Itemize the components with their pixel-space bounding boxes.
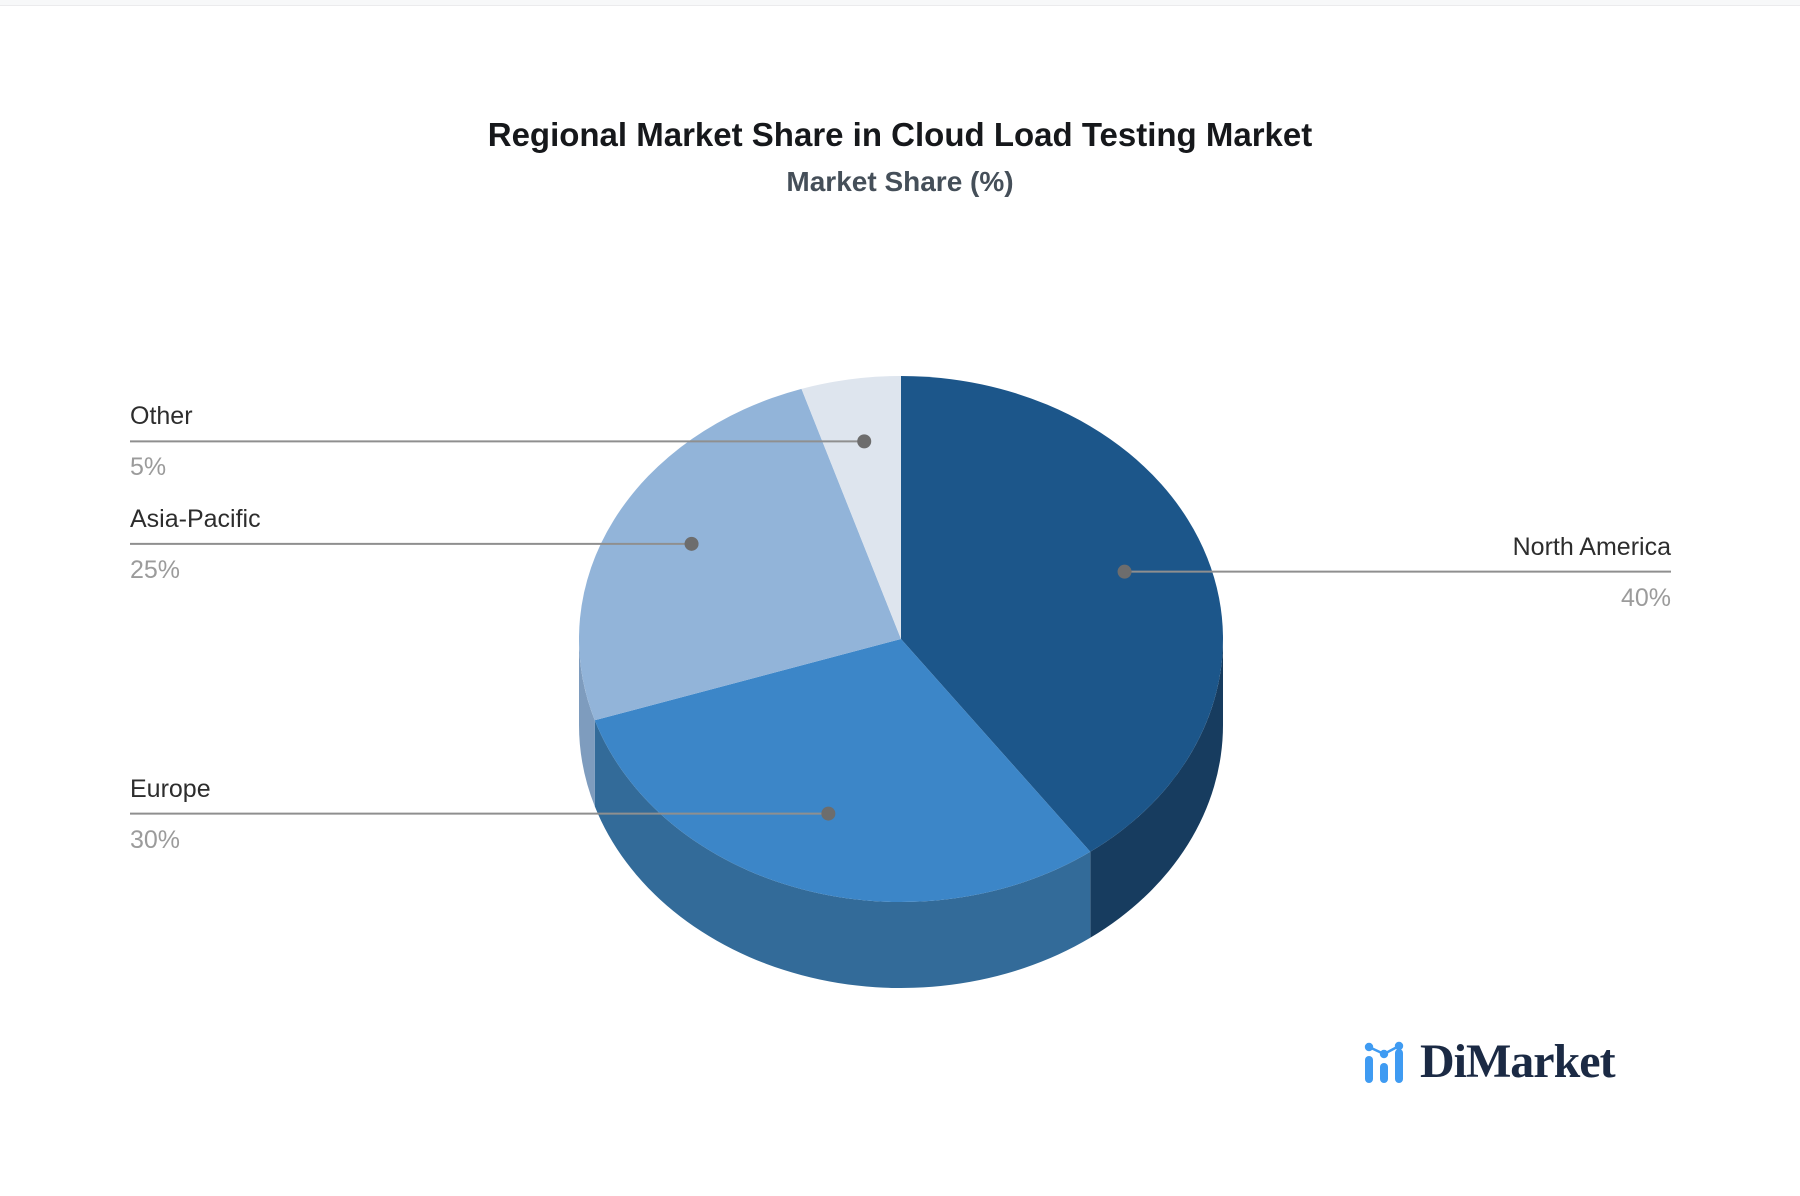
brand-name: DiMarket [1420, 1035, 1616, 1088]
callout-label-asia-pacific: Asia-Pacific [130, 504, 261, 533]
leader-dot-europe [821, 806, 836, 821]
chart-subtitle: Market Share (%) [786, 166, 1014, 197]
pie-slice-north-america[interactable] [901, 376, 1223, 852]
callout-value-asia-pacific: 25% [130, 555, 181, 584]
pie-slice-europe[interactable] [594, 639, 1091, 902]
callout-label-europe: Europe [130, 774, 211, 803]
pie-slice-side-asia-pacific [579, 639, 595, 807]
chart-title: Regional Market Share in Cloud Load Test… [487, 116, 1313, 153]
pie-slice-side-north-america [1090, 639, 1223, 938]
leader-dot-other [857, 434, 872, 449]
top-strip [0, 0, 1800, 6]
callout-label-other: Other [130, 402, 193, 431]
leader-dot-north-america [1117, 564, 1132, 579]
callout-label-north-america: North America [1512, 532, 1671, 561]
callout-value-other: 5% [130, 453, 167, 482]
brand-logo: DiMarket [1364, 1035, 1616, 1088]
pie-slice-side-europe [594, 720, 1091, 989]
pie-slice-asia-pacific[interactable] [578, 388, 901, 721]
callout-value-europe: 30% [130, 825, 181, 854]
leader-dot-asia-pacific [684, 536, 699, 551]
callout-value-north-america: 40% [1620, 583, 1671, 612]
bar-line-chart-icon [1364, 1041, 1404, 1083]
